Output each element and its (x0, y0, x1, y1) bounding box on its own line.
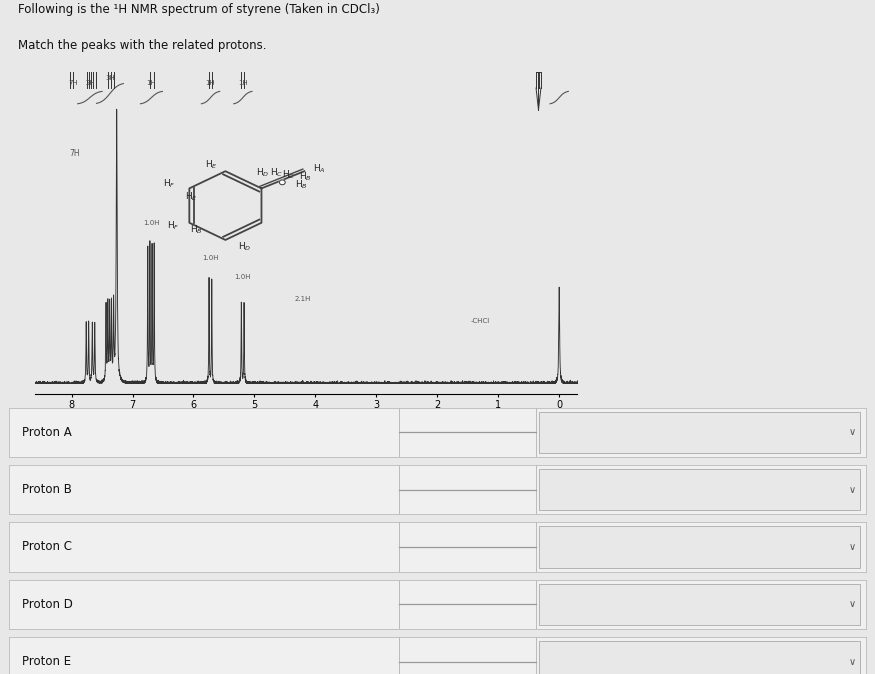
Text: H$_F$: H$_F$ (167, 220, 179, 233)
FancyBboxPatch shape (539, 412, 860, 453)
Text: 1H: 1H (206, 80, 215, 86)
FancyBboxPatch shape (539, 584, 860, 625)
Text: ∨: ∨ (849, 542, 856, 552)
Text: Proton D: Proton D (22, 598, 73, 611)
Text: 7H: 7H (68, 80, 78, 86)
Text: H$_C$: H$_C$ (282, 168, 295, 181)
Text: Proton B: Proton B (22, 483, 72, 496)
Text: H$_B$: H$_B$ (295, 179, 307, 191)
Text: H$_A$: H$_A$ (313, 162, 326, 175)
Text: 1.0H: 1.0H (234, 274, 251, 280)
FancyBboxPatch shape (539, 641, 860, 674)
Text: 1H: 1H (238, 80, 248, 86)
Text: 7H: 7H (69, 150, 80, 158)
Text: H$_E$: H$_E$ (206, 158, 219, 171)
Text: Proton A: Proton A (22, 426, 72, 439)
Text: H$_D$: H$_D$ (256, 166, 270, 179)
Text: Match the peaks with the related protons.: Match the peaks with the related protons… (18, 38, 266, 52)
Circle shape (279, 180, 285, 185)
Text: ∨: ∨ (849, 485, 856, 495)
Text: H$_B$: H$_B$ (299, 171, 312, 183)
Text: Proton C: Proton C (22, 541, 72, 553)
Text: ∨: ∨ (849, 656, 856, 667)
Text: 1.0H: 1.0H (144, 220, 159, 226)
FancyBboxPatch shape (539, 469, 860, 510)
Text: Following is the ¹H NMR spectrum of styrene (Taken in CDCl₃): Following is the ¹H NMR spectrum of styr… (18, 3, 380, 16)
Text: 1H: 1H (146, 80, 157, 86)
Text: H$_D$: H$_D$ (238, 240, 252, 253)
Text: H$_B$: H$_B$ (190, 224, 203, 237)
Text: 2.1H: 2.1H (295, 297, 311, 303)
Text: 3H: 3H (105, 75, 115, 81)
Text: H$_E$: H$_E$ (186, 191, 199, 203)
Text: ∨: ∨ (849, 599, 856, 609)
Text: H$_C$: H$_C$ (270, 166, 283, 179)
Text: 1.0H: 1.0H (202, 255, 219, 262)
Text: H$_F$: H$_F$ (164, 177, 176, 190)
Text: ∨: ∨ (849, 427, 856, 437)
Text: 2H: 2H (85, 80, 94, 86)
Text: -CHCl: -CHCl (471, 318, 490, 324)
FancyBboxPatch shape (539, 526, 860, 568)
Text: Proton E: Proton E (22, 655, 71, 668)
